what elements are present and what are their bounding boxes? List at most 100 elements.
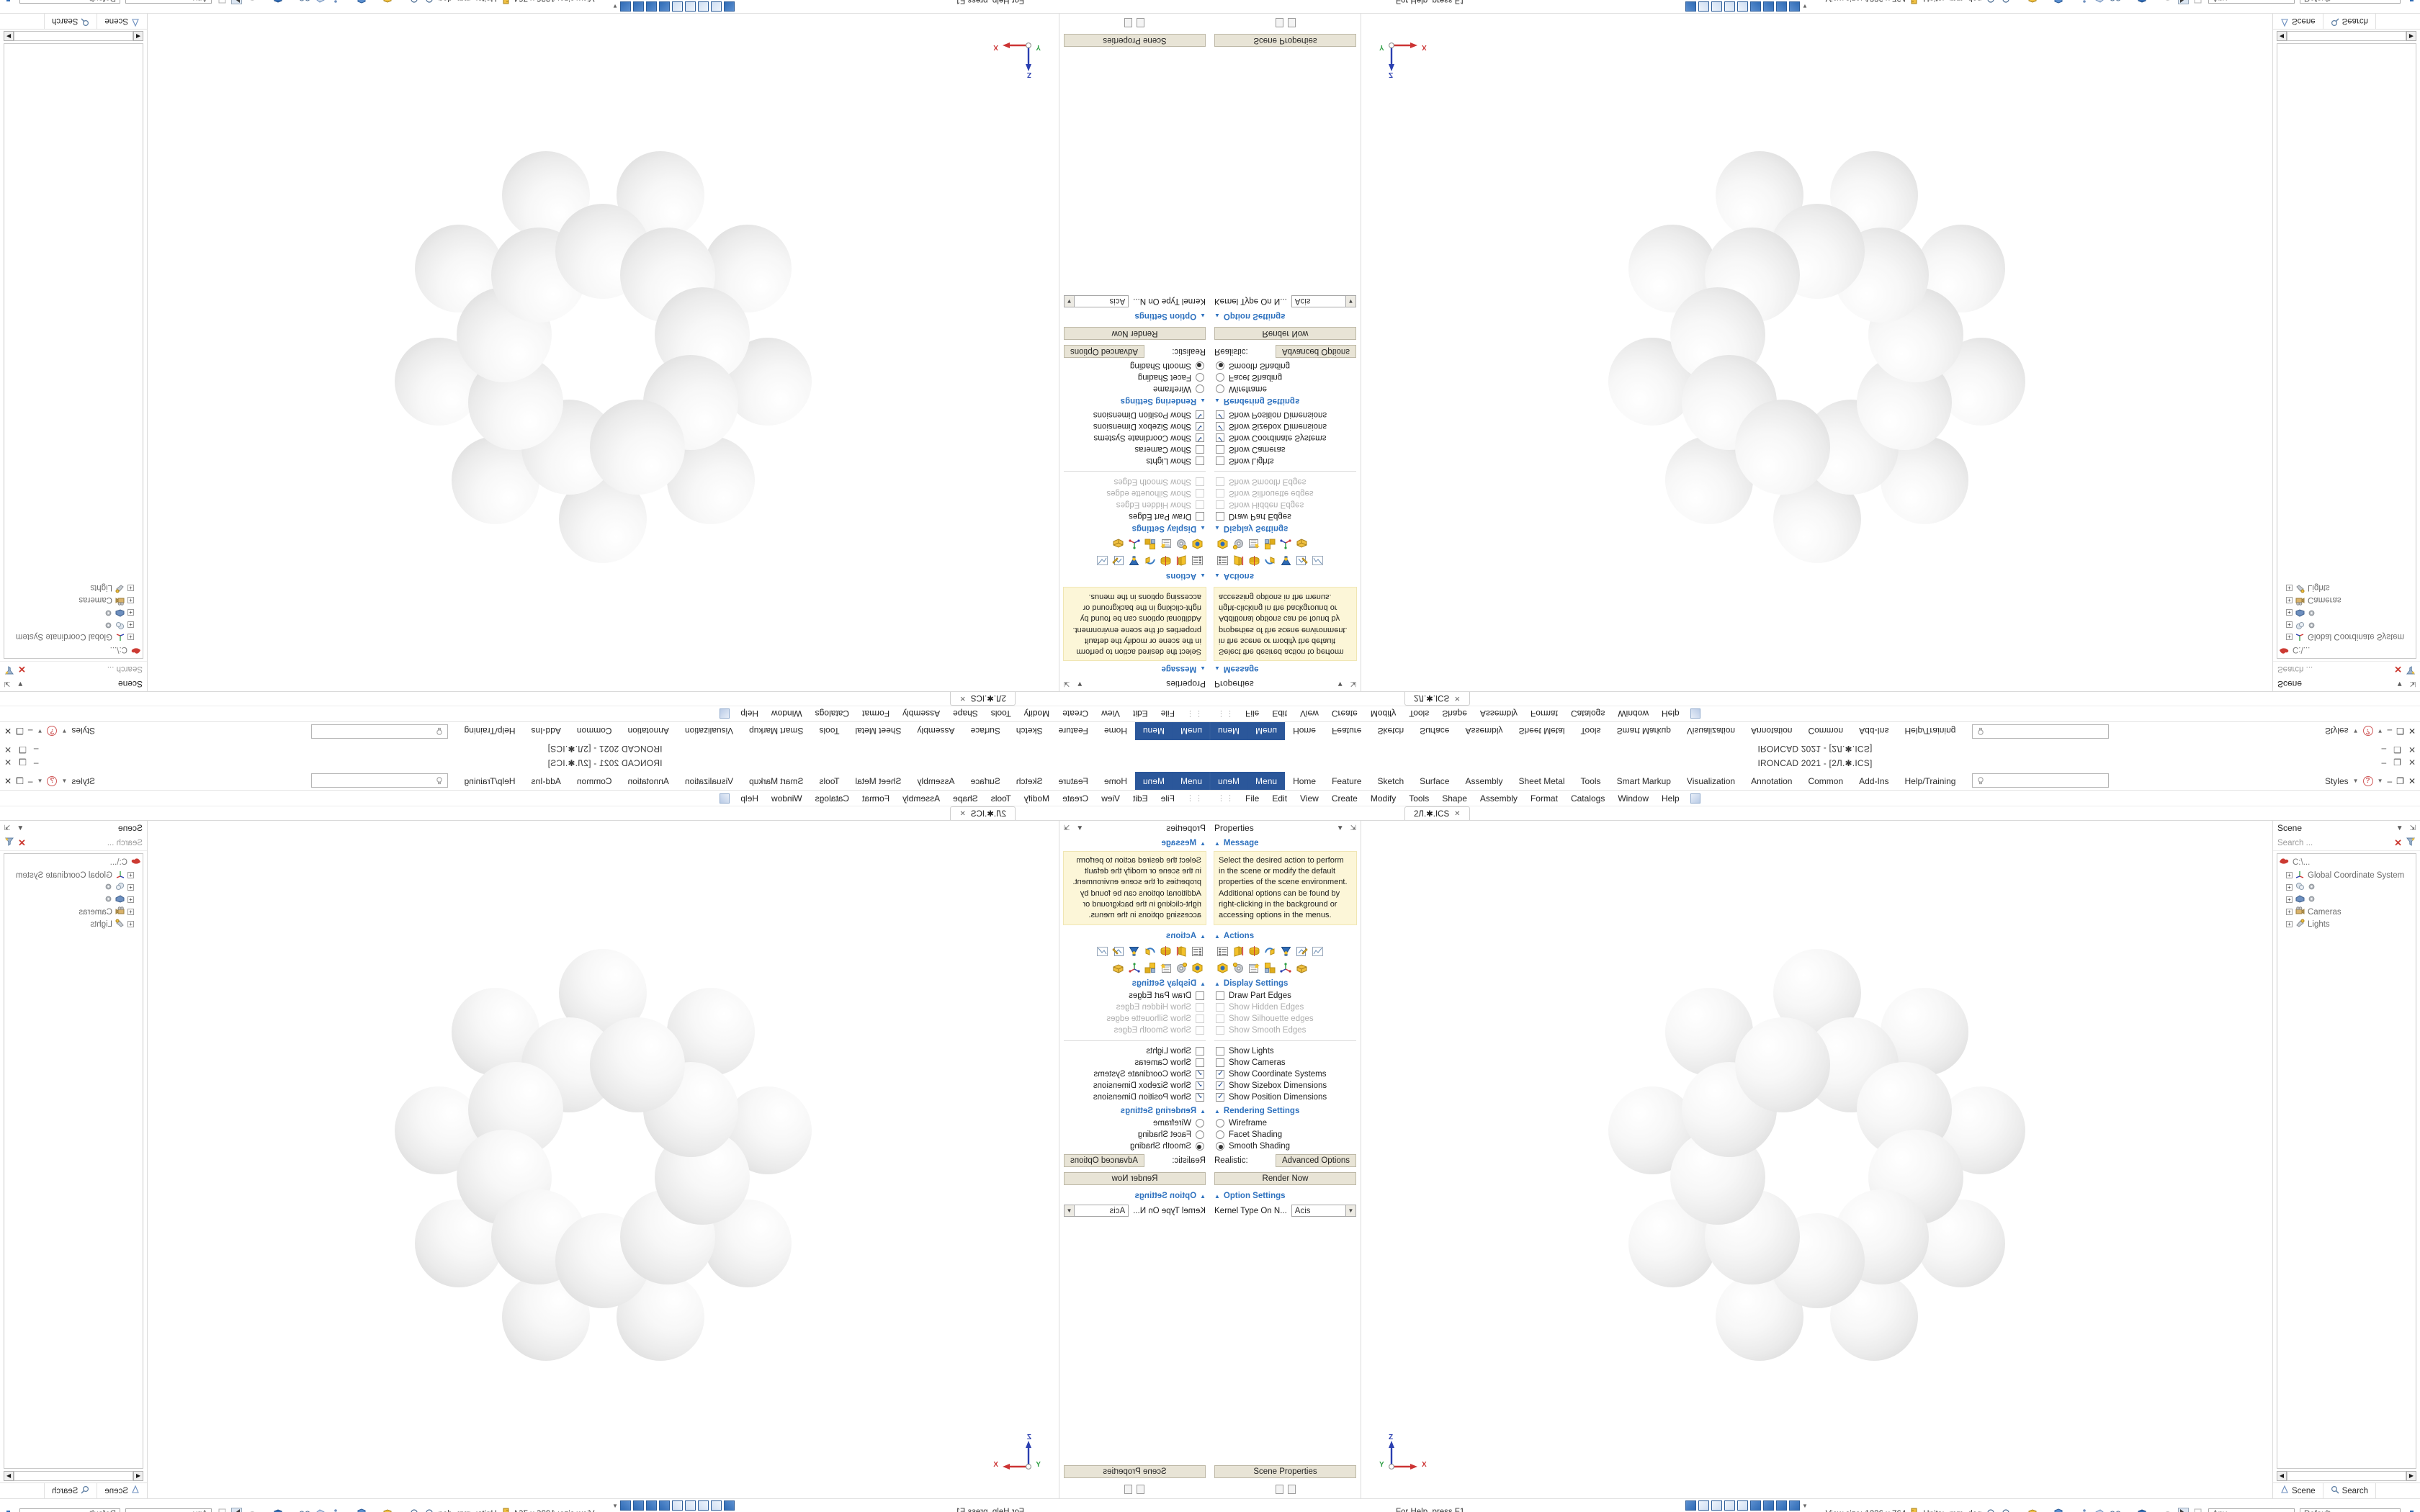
scene-properties-button[interactable]: Scene Properties [1214, 34, 1356, 47]
assembly-icon[interactable] [1263, 961, 1276, 973]
browser-bottom-tabs[interactable]: Scene Search [2273, 1482, 2420, 1498]
checkbox-box[interactable] [1216, 1058, 1224, 1068]
browser-horizontal-scrollbar[interactable]: ◀ ▶ [4, 31, 143, 41]
menu-view[interactable]: View [1300, 708, 1319, 719]
radio-wireframe[interactable]: Wireframe [1059, 383, 1210, 395]
scroll-track[interactable] [14, 1471, 133, 1481]
close-button[interactable]: ✕ [4, 744, 12, 755]
classic-menu-bar[interactable]: ⋮⋮ File Edit View Create Modify Tools Sh… [0, 791, 1210, 806]
fit-scene-icon[interactable] [382, 1508, 393, 1512]
tab-help-training[interactable]: Help/Training [464, 726, 516, 737]
properties-panel-header[interactable]: Properties ▼ ⇲ [1210, 821, 1361, 835]
tab-smart-markup[interactable]: Smart Markup [1616, 726, 1671, 737]
checkbox-show-cameras[interactable]: Show Cameras [1059, 1057, 1210, 1068]
restore-button[interactable]: ❐ [19, 744, 27, 755]
realistic-row[interactable]: Realistic: Advanced Options [1059, 1152, 1210, 1169]
tab-assembly[interactable]: Assembly [1465, 726, 1503, 737]
shape-cone-icon[interactable] [1724, 1, 1735, 12]
loft-icon[interactable] [1279, 945, 1291, 957]
checkbox-show-sizebox-dimensions[interactable]: Show Sizebox Dimensions [1210, 420, 1361, 432]
menu-shape[interactable]: Shape [1442, 708, 1467, 719]
classic-menu-bar[interactable]: ⋮⋮ File Edit View Create Modify Tools Sh… [1210, 791, 2420, 806]
checkbox-box[interactable] [1196, 1081, 1204, 1091]
menu-window[interactable]: Window [771, 708, 802, 719]
shape-torus-icon[interactable] [672, 1, 683, 12]
option-settings-section-header[interactable]: ▲ Option Settings [1059, 310, 1210, 324]
display-settings-collapse-icon[interactable]: ▲ [1214, 980, 1220, 987]
dock-right-icon[interactable] [1124, 1485, 1133, 1494]
shape-box-icon[interactable] [724, 1, 735, 12]
menu-help[interactable]: Help [740, 793, 758, 804]
tab-surface[interactable]: Surface [970, 726, 1000, 737]
quadrant-bottom-right[interactable]: IRONCAD 2021 - [2Л.✱.ICS] – ❐ ✕ Menu Men… [1210, 756, 2420, 1512]
expand-icon[interactable]: + [127, 609, 134, 616]
browser-tab-search[interactable]: Search [2323, 1483, 2377, 1498]
styles-chevron-down-icon[interactable]: ▼ [2352, 778, 2359, 784]
tree-node-part-1[interactable]: + [2277, 618, 2416, 631]
fit-chevron-down-icon[interactable]: ▼ [372, 0, 377, 1]
message-collapse-icon[interactable]: ▲ [1200, 840, 1206, 847]
shape-hole-icon[interactable] [646, 1, 657, 12]
document-tab[interactable]: 2Л.✱.ICS ✕ [1404, 806, 1470, 820]
checkbox-show-sizebox-dimensions[interactable]: Show Sizebox Dimensions [1059, 1080, 1210, 1092]
ribbon-restore-button[interactable]: ❐ [16, 775, 24, 786]
classic-menu-bar[interactable]: ⋮⋮ File Edit View Create Modify Tools Sh… [0, 706, 1210, 721]
menu-drag-handle[interactable]: ⋮⋮ [1186, 794, 1203, 803]
graph-icon[interactable] [1311, 945, 1323, 957]
tree-node-global-coordinate-system[interactable]: + Global Coordinate System [2277, 631, 2416, 643]
checkbox-box[interactable] [1216, 421, 1224, 431]
tab-sketch[interactable]: Sketch [1377, 775, 1404, 786]
tab-help-training[interactable]: Help/Training [1904, 726, 1956, 737]
panel-pin-icon[interactable]: ⇲ [1350, 680, 1356, 688]
close-button[interactable]: ✕ [2408, 744, 2416, 755]
expand-icon[interactable]: + [2286, 872, 2293, 878]
browser-tab-search[interactable]: Search [2323, 14, 2377, 29]
scroll-left-arrow-icon[interactable]: ◀ [133, 1471, 143, 1481]
section-icon[interactable] [315, 0, 326, 4]
menu-window[interactable]: Window [771, 793, 802, 804]
walk-icon[interactable] [331, 1508, 341, 1512]
status-right-group[interactable]: View size: 1236 x 764 Units: mm, deg ▼ ▼… [4, 1508, 594, 1512]
dock-left-icon[interactable] [1137, 18, 1145, 27]
realistic-row[interactable]: Realistic: Advanced Options [1210, 343, 1361, 360]
render-icon[interactable] [1113, 961, 1125, 973]
revolve-icon[interactable] [1247, 945, 1260, 957]
3d-model-torus[interactable] [351, 908, 856, 1412]
radio-smooth-shading[interactable]: Smooth Shading [1059, 1140, 1210, 1152]
browser-pin-icon[interactable]: ⇲ [4, 680, 11, 688]
scene-browser-header[interactable]: Scene ▼ ⇲ [2273, 821, 2420, 835]
ribbon-right-controls[interactable]: Styles ▼ ? ▼ – ❐ ✕ [0, 722, 95, 740]
zoom-in-icon[interactable] [424, 1508, 434, 1512]
shade-mode-icon[interactable] [273, 1508, 283, 1512]
shape-fillet-icon[interactable] [1776, 1, 1787, 12]
zoom-chevron-down-icon[interactable]: ▼ [398, 0, 403, 1]
radio-button[interactable] [1216, 1119, 1224, 1128]
shape-hole-icon[interactable] [1763, 1, 1774, 12]
dock-icons[interactable] [1059, 14, 1210, 31]
expand-icon[interactable]: + [2286, 585, 2293, 591]
restore-button[interactable]: ❐ [2393, 744, 2401, 755]
filter-icon[interactable] [4, 837, 14, 849]
chevron-down-icon[interactable]: ▼ [22, 0, 28, 1]
checkbox-show-position-dimensions[interactable]: Show Position Dimensions [1059, 1092, 1210, 1103]
tab-sheet-metal[interactable]: Sheet Metal [855, 726, 902, 737]
shape-fillet-icon[interactable] [633, 1, 644, 12]
help-chevron-down-icon[interactable]: ▼ [2377, 778, 2383, 784]
checkbox-box[interactable] [1196, 421, 1204, 431]
checkbox-box[interactable] [1216, 511, 1224, 521]
dock-icons[interactable] [1210, 1481, 1361, 1498]
message-collapse-icon[interactable]: ▲ [1200, 665, 1206, 672]
minimize-button[interactable]: – [2381, 744, 2387, 755]
dock-icons[interactable] [1059, 1481, 1210, 1498]
checkbox-draw-part-edges[interactable]: Draw Part Edges [1210, 990, 1361, 1002]
tell-me-search-input[interactable] [1972, 724, 2110, 739]
3d-viewport[interactable]: Z X Y [1361, 821, 2272, 1498]
expand-icon[interactable]: + [127, 921, 134, 927]
selection-filter-select[interactable]: Any ▼ [125, 1508, 212, 1512]
actions-icon-row-1[interactable] [1059, 553, 1210, 570]
browser-horizontal-scrollbar[interactable]: ◀ ▶ [2277, 31, 2416, 41]
new-window-icon[interactable] [1690, 708, 1700, 719]
document-tab-strip[interactable]: 2Л.✱.ICS ✕ [1210, 691, 2420, 706]
sweep-icon[interactable] [1144, 555, 1157, 567]
scene-properties-button[interactable]: Scene Properties [1064, 1465, 1206, 1478]
